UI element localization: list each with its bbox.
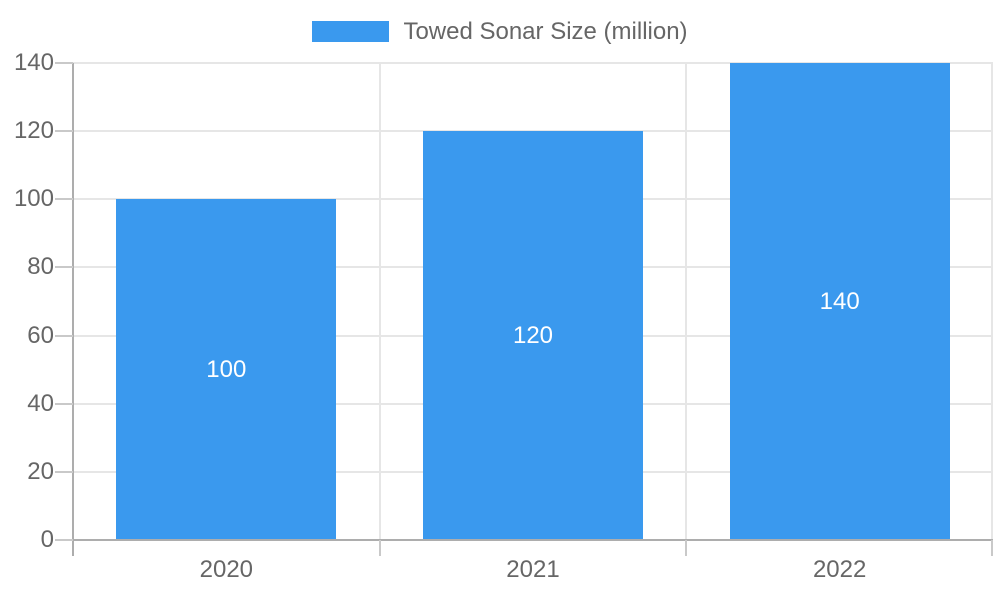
y-axis-label-20: 20 bbox=[27, 457, 54, 485]
y-axis-label-80: 80 bbox=[27, 253, 54, 281]
y-axis-label-100: 100 bbox=[13, 185, 54, 213]
bar-2021: 120 bbox=[423, 131, 643, 540]
y-axis-label-0: 0 bbox=[40, 526, 54, 553]
x-axis-label-2021: 2021 bbox=[506, 556, 560, 583]
y-axis-line bbox=[72, 63, 74, 556]
plot-area: 100 120 140 bbox=[73, 62, 993, 540]
y-tick-40 bbox=[55, 402, 73, 405]
x-tick-2 bbox=[685, 540, 688, 556]
y-tick-100 bbox=[55, 198, 73, 201]
legend: Towed Sonar Size (million) bbox=[0, 10, 1000, 53]
y-axis-label-40: 40 bbox=[27, 389, 54, 417]
y-tick-80 bbox=[55, 266, 73, 269]
bar-2020: 100 bbox=[116, 199, 337, 540]
y-axis-label-120: 120 bbox=[13, 117, 54, 145]
gridline-x-2 bbox=[685, 63, 688, 540]
y-tick-0 bbox=[55, 539, 73, 541]
bar-value-label-2020: 100 bbox=[206, 355, 247, 383]
bar-value-label-2021: 120 bbox=[512, 321, 554, 349]
legend-swatch bbox=[312, 21, 390, 42]
x-axis-line bbox=[73, 539, 993, 541]
y-tick-20 bbox=[55, 470, 73, 473]
bar-2022: 140 bbox=[729, 63, 950, 540]
gridline-x-3 bbox=[991, 63, 993, 540]
y-axis-label-140: 140 bbox=[13, 49, 54, 76]
x-tick-1 bbox=[378, 540, 381, 556]
legend-label: Towed Sonar Size (million) bbox=[403, 17, 688, 45]
y-tick-140 bbox=[55, 62, 73, 64]
gridline-x-1 bbox=[378, 63, 381, 540]
y-tick-60 bbox=[55, 334, 73, 337]
gridline-y-140 bbox=[73, 62, 993, 64]
bar-value-label-2022: 140 bbox=[819, 287, 860, 315]
x-axis-label-2020: 2020 bbox=[199, 556, 254, 583]
y-tick-120 bbox=[55, 130, 73, 133]
x-axis-label-2022: 2022 bbox=[812, 556, 867, 583]
y-axis-label-60: 60 bbox=[27, 321, 54, 349]
x-tick-3 bbox=[991, 540, 993, 556]
